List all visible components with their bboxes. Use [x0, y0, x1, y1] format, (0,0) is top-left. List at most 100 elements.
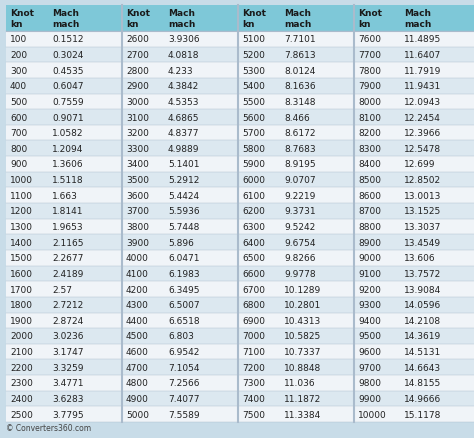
Bar [400, 251, 474, 266]
Text: 7.5589: 7.5589 [168, 410, 200, 419]
Text: 0.6047: 0.6047 [52, 82, 83, 91]
Bar [400, 94, 474, 110]
Bar [6, 63, 48, 79]
Bar [400, 360, 474, 375]
Text: 8100: 8100 [358, 113, 381, 122]
Text: 13.9084: 13.9084 [404, 285, 441, 294]
Text: 8.7683: 8.7683 [284, 145, 316, 153]
Text: 6000: 6000 [242, 176, 265, 185]
Bar [164, 219, 238, 235]
Text: 9.0707: 9.0707 [284, 176, 316, 185]
Bar [122, 235, 164, 251]
Text: 4900: 4900 [126, 394, 149, 403]
Text: 2200: 2200 [10, 363, 33, 372]
Bar [280, 110, 354, 126]
Bar [122, 157, 164, 173]
Bar [354, 6, 400, 32]
Bar [400, 141, 474, 157]
Bar [280, 48, 354, 63]
Bar [6, 251, 48, 266]
Text: 200: 200 [10, 51, 27, 60]
Text: 4000: 4000 [126, 254, 149, 263]
Text: 12.699: 12.699 [404, 160, 436, 169]
Text: 4.8377: 4.8377 [168, 129, 200, 138]
Text: 3900: 3900 [126, 238, 149, 247]
Text: 3700: 3700 [126, 207, 149, 216]
Bar [354, 297, 400, 313]
Bar [280, 126, 354, 141]
Bar [400, 32, 474, 48]
Text: 5500: 5500 [242, 98, 265, 106]
Text: 900: 900 [10, 160, 27, 169]
Text: 1.663: 1.663 [52, 191, 78, 200]
Bar [122, 94, 164, 110]
Bar [48, 328, 122, 344]
Text: 2800: 2800 [126, 67, 149, 75]
Bar [48, 251, 122, 266]
Bar [280, 360, 354, 375]
Bar [164, 6, 238, 32]
Bar [400, 328, 474, 344]
Bar [6, 391, 48, 406]
Bar [164, 48, 238, 63]
Text: Knot
kn: Knot kn [10, 9, 34, 28]
Bar [164, 391, 238, 406]
Bar [354, 63, 400, 79]
Text: 4700: 4700 [126, 363, 149, 372]
Text: 11.1872: 11.1872 [284, 394, 321, 403]
Bar [48, 79, 122, 94]
Text: 5100: 5100 [242, 35, 265, 44]
Bar [6, 94, 48, 110]
Bar [400, 406, 474, 422]
Text: 11.9431: 11.9431 [404, 82, 441, 91]
Text: 1100: 1100 [10, 191, 33, 200]
Bar [6, 282, 48, 297]
Text: 8.3148: 8.3148 [284, 98, 316, 106]
Text: 2.7212: 2.7212 [52, 300, 83, 310]
Bar [354, 141, 400, 157]
Bar [280, 344, 354, 360]
Bar [6, 375, 48, 391]
Text: 0.1512: 0.1512 [52, 35, 83, 44]
Bar [48, 219, 122, 235]
Text: 7600: 7600 [358, 35, 381, 44]
Text: 6200: 6200 [242, 207, 265, 216]
Text: 1.9653: 1.9653 [52, 223, 83, 231]
Text: 2.4189: 2.4189 [52, 269, 83, 278]
Bar [238, 235, 280, 251]
Bar [6, 6, 48, 32]
Bar [280, 391, 354, 406]
Bar [354, 48, 400, 63]
Bar [400, 188, 474, 204]
Text: 14.6643: 14.6643 [404, 363, 441, 372]
Bar [280, 266, 354, 282]
Text: 4800: 4800 [126, 378, 149, 388]
Text: 10.2801: 10.2801 [284, 300, 321, 310]
Bar [400, 204, 474, 219]
Bar [400, 79, 474, 94]
Text: 9700: 9700 [358, 363, 381, 372]
Bar [354, 157, 400, 173]
Text: 5600: 5600 [242, 113, 265, 122]
Bar [164, 282, 238, 297]
Text: 8200: 8200 [358, 129, 381, 138]
Text: 6.6518: 6.6518 [168, 316, 200, 325]
Text: 9000: 9000 [358, 254, 381, 263]
Text: 6.1983: 6.1983 [168, 269, 200, 278]
Text: 6600: 6600 [242, 269, 265, 278]
Bar [400, 235, 474, 251]
Bar [6, 328, 48, 344]
Text: 400: 400 [10, 82, 27, 91]
Text: 5200: 5200 [242, 51, 265, 60]
Bar [48, 63, 122, 79]
Bar [48, 391, 122, 406]
Bar [280, 235, 354, 251]
Bar [354, 328, 400, 344]
Text: 0.7559: 0.7559 [52, 98, 83, 106]
Text: 6.5007: 6.5007 [168, 300, 200, 310]
Text: 6900: 6900 [242, 316, 265, 325]
Bar [48, 204, 122, 219]
Bar [238, 32, 280, 48]
Bar [400, 391, 474, 406]
Text: Knot
kn: Knot kn [126, 9, 150, 28]
